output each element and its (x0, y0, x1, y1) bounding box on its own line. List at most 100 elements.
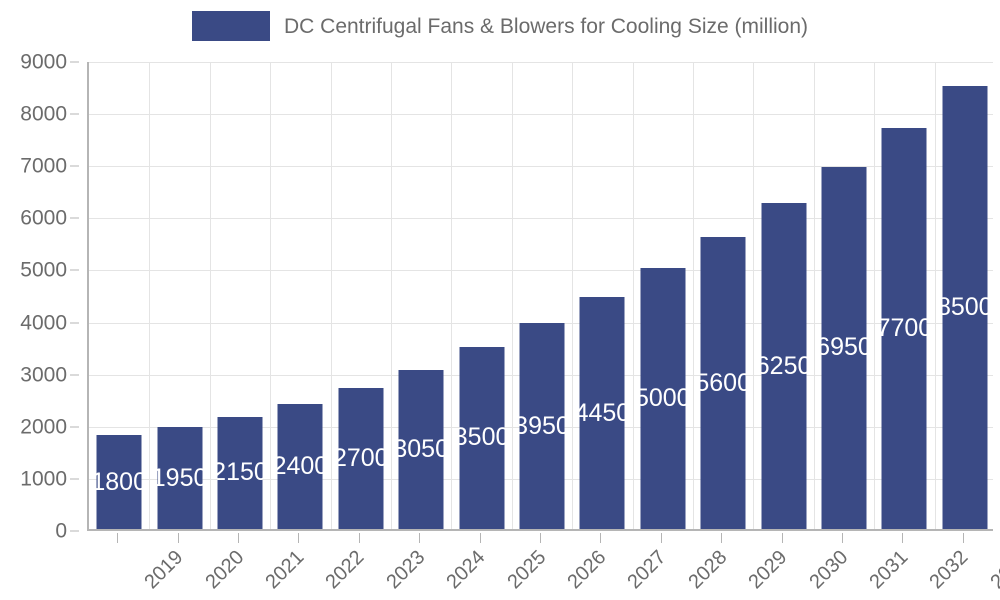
x-axis-tick-mark (117, 533, 119, 543)
y-axis-tick-label: 5000 (20, 258, 67, 282)
x-axis-tick-label: 2023 (382, 546, 430, 594)
y-axis-tick-mark (70, 478, 79, 480)
x-axis-tick-label: 2021 (261, 546, 309, 594)
bar-slot: 2700 (331, 62, 391, 529)
x-axis-tick-label: 2022 (321, 546, 369, 594)
bar-value-label: 7700 (881, 313, 927, 342)
bar-value-label: 5000 (640, 384, 686, 413)
bar-slot: 3500 (451, 62, 511, 529)
y-axis-tick-mark (70, 426, 79, 428)
bar-slot: 7700 (874, 62, 934, 529)
x-axis-tick-label: 2025 (502, 546, 550, 594)
bar-slot: 2400 (270, 62, 330, 529)
bar-slot: 3050 (391, 62, 451, 529)
y-axis-tick-label: 0 (55, 519, 67, 543)
y-axis-tick-mark (70, 61, 79, 63)
legend-label: DC Centrifugal Fans & Blowers for Coolin… (283, 14, 808, 38)
bar[interactable]: 3050 (398, 370, 444, 529)
x-axis-tick-label: 2019 (140, 546, 188, 594)
bar-slot: 4450 (572, 62, 632, 529)
legend-color-swatch (191, 11, 270, 41)
bar-value-label: 1800 (96, 467, 142, 496)
x-axis: 2019 2020 2021 2022 2023 2024 2025 2026 2027 2028… (87, 533, 1000, 600)
bar[interactable]: 7700 (881, 127, 927, 529)
bar-slot: 6250 (753, 62, 813, 529)
bar-value-label: 3500 (459, 423, 505, 452)
bar[interactable]: 5000 (640, 268, 686, 529)
y-axis: 0 1000 2000 3000 4000 5000 6000 7000 8000 9000 (0, 52, 87, 542)
x-axis-tick-label: 2024 (442, 546, 490, 594)
x-axis-tick-label: 2033 (986, 546, 1000, 594)
x-axis-tick-mark (962, 533, 964, 543)
y-axis-tick-mark (70, 269, 79, 271)
bar[interactable]: 1950 (157, 427, 203, 529)
bar-slot: 1800 (89, 62, 149, 529)
y-axis-tick-mark (70, 374, 79, 376)
bar-value-label: 3950 (519, 411, 565, 440)
y-axis-tick-label: 6000 (20, 206, 67, 230)
bar[interactable]: 6950 (821, 166, 867, 529)
x-axis-tick-label: 2028 (684, 546, 732, 594)
x-axis-tick-mark (842, 533, 843, 543)
bar-value-label: 6250 (761, 351, 807, 380)
bar-value-label: 2400 (277, 451, 323, 480)
x-axis-tick-mark (298, 533, 300, 543)
chart-legend: DC Centrifugal Fans & Blowers for Coolin… (0, 0, 1000, 52)
x-axis-tick-mark (358, 533, 360, 543)
y-axis-tick-label: 3000 (20, 363, 67, 387)
bar-value-label: 2700 (338, 444, 384, 473)
bar-value-label: 6950 (821, 333, 867, 362)
x-axis-tick-mark (238, 533, 239, 543)
bar-value-label: 4450 (579, 398, 625, 427)
x-axis-tick-label: 2029 (744, 546, 792, 594)
bar-slot: 8500 (935, 62, 995, 529)
bar-value-label: 2150 (217, 458, 263, 487)
x-axis-tick-label: 2020 (200, 546, 248, 594)
bar[interactable]: 1800 (96, 435, 142, 529)
bar[interactable]: 4450 (579, 297, 625, 529)
y-axis-tick-mark (70, 165, 79, 167)
bar-slot: 5600 (693, 62, 753, 529)
bar-value-label: 1950 (157, 463, 203, 492)
y-axis-tick-label: 9000 (20, 50, 67, 74)
plot-area: 1800 1950 2150 2400 2700 3050 3500 3950 4450 5000… (87, 62, 993, 531)
y-axis-tick-mark (70, 113, 79, 115)
x-axis-tick-mark (660, 533, 662, 543)
bar-slot: 1950 (149, 62, 209, 529)
bar-slot: 3950 (512, 62, 572, 529)
y-axis-tick-mark (70, 217, 79, 219)
bar[interactable]: 8500 (942, 86, 988, 529)
x-axis-tick-label: 2030 (804, 546, 852, 594)
y-axis-tick-label: 4000 (20, 311, 67, 335)
bar[interactable]: 3500 (459, 346, 505, 529)
bar[interactable]: 6250 (761, 203, 807, 529)
y-axis-tick-label: 7000 (20, 154, 67, 178)
x-axis-tick-label: 2026 (563, 546, 611, 594)
bar[interactable]: 2150 (217, 416, 263, 529)
bar[interactable]: 5600 (700, 237, 746, 529)
x-axis-tick-mark (781, 533, 783, 543)
bar[interactable]: 2700 (338, 388, 384, 529)
y-axis-tick-label: 8000 (20, 102, 67, 126)
y-axis-tick-label: 1000 (20, 467, 67, 491)
x-axis-tick-mark (479, 533, 481, 543)
bar-slot: 2150 (210, 62, 270, 529)
y-axis-tick-mark (70, 322, 79, 324)
bar-slot: 5000 (633, 62, 693, 529)
bar[interactable]: 2400 (277, 403, 323, 529)
bar[interactable]: 3950 (519, 323, 565, 529)
y-axis-tick-label: 2000 (20, 415, 67, 439)
y-axis-tick-mark (70, 530, 79, 532)
bar-value-label: 8500 (942, 293, 988, 322)
x-axis-tick-mark (600, 533, 602, 543)
bar-slot: 6950 (814, 62, 874, 529)
x-axis-tick-mark (540, 533, 541, 543)
x-axis-tick-label: 2027 (623, 546, 671, 594)
x-axis-tick-mark (902, 533, 904, 543)
x-axis-tick-mark (419, 533, 421, 543)
x-axis-tick-mark (721, 533, 723, 543)
x-axis-tick-label: 2031 (865, 546, 913, 594)
x-axis-tick-label: 2032 (925, 546, 973, 594)
bar-value-label: 5600 (700, 368, 746, 397)
